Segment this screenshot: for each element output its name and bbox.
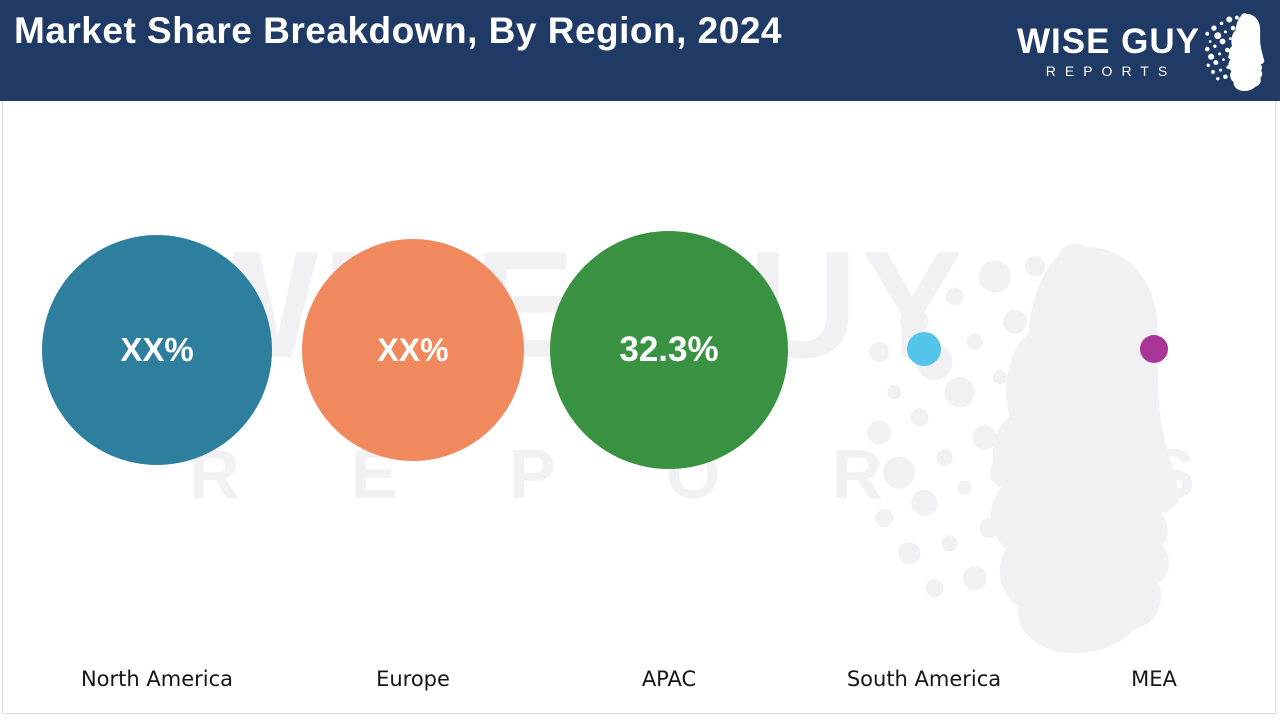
brand-wordmark: WISE GUY <box>1016 21 1200 61</box>
bubble-mea <box>1140 335 1168 363</box>
dotted-head-icon <box>1202 9 1266 93</box>
brand-subtext: REPORTS <box>1045 62 1177 79</box>
bubble-north-america: XX% <box>42 235 272 465</box>
bubble-europe: XX% <box>302 239 524 461</box>
page-title: Market Share Breakdown, By Region, 2024 <box>14 10 782 51</box>
bubble-value-label: 32.3% <box>619 330 719 369</box>
brand-logo: WISE GUY REPORTS <box>1017 4 1266 98</box>
chart-area: WISE GUY R E P O R T S XX%XX%32.3% North… <box>2 101 1276 714</box>
bubble-value-label: XX% <box>377 331 449 368</box>
bubble-apac: 32.3% <box>550 231 788 469</box>
category-label-north-america: North America <box>80 667 234 691</box>
category-label-south-america: South America <box>846 667 1002 691</box>
bubble-south-america <box>907 332 941 366</box>
category-label-europe: Europe <box>376 667 450 691</box>
category-label-mea: MEA <box>1131 667 1177 691</box>
bubble-value-label: XX% <box>120 331 194 368</box>
brand-wordmark-block: WISE GUY REPORTS <box>1017 24 1200 79</box>
watermark-head-silhouette-icon <box>859 219 1181 666</box>
category-label-apac: APAC <box>641 667 697 691</box>
header: Market Share Breakdown, By Region, 2024 … <box>0 0 1280 101</box>
